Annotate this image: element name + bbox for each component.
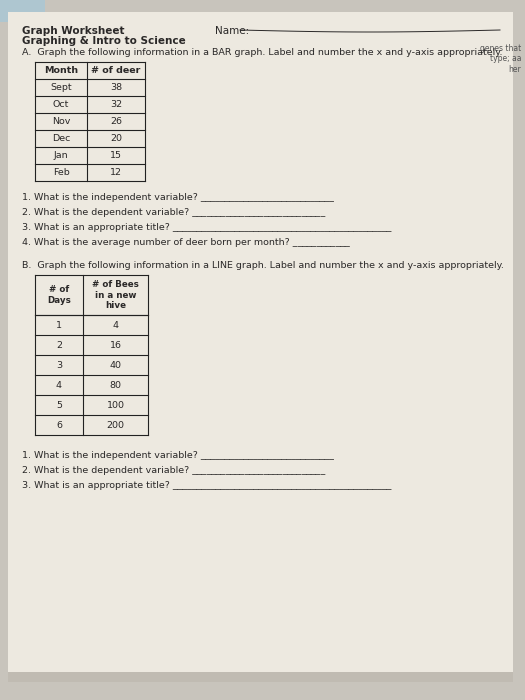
Text: 38: 38 (110, 83, 122, 92)
Text: 15: 15 (110, 151, 122, 160)
Text: 2. What is the dependent variable? ____________________________: 2. What is the dependent variable? _____… (22, 466, 326, 475)
Text: Feb: Feb (52, 168, 69, 177)
Text: 16: 16 (110, 340, 121, 349)
Text: 6: 6 (56, 421, 62, 430)
Text: 4: 4 (56, 381, 62, 389)
Text: Jan: Jan (54, 151, 68, 160)
Text: 100: 100 (107, 400, 124, 410)
Text: 4: 4 (112, 321, 119, 330)
Text: 3. What is an appropriate title? ______________________________________________: 3. What is an appropriate title? _______… (22, 481, 391, 490)
Text: B.  Graph the following information in a LINE graph. Label and number the x and : B. Graph the following information in a … (22, 261, 504, 270)
Text: 40: 40 (110, 360, 121, 370)
Text: 12: 12 (110, 168, 122, 177)
Text: # of
Days: # of Days (47, 286, 71, 304)
Text: Graph Worksheet: Graph Worksheet (22, 26, 124, 36)
Text: 2: 2 (56, 340, 62, 349)
Text: # of Bees
in a new
hive: # of Bees in a new hive (92, 280, 139, 310)
Text: 4. What is the average number of deer born per month? ____________: 4. What is the average number of deer bo… (22, 238, 350, 247)
Text: Month: Month (44, 66, 78, 75)
Text: 1. What is the independent variable? ____________________________: 1. What is the independent variable? ___… (22, 451, 334, 460)
Text: Nov: Nov (52, 117, 70, 126)
Text: Oct: Oct (53, 100, 69, 109)
Text: 26: 26 (110, 117, 122, 126)
Bar (8, 672, 513, 682)
Text: 1: 1 (56, 321, 62, 330)
Text: Dec: Dec (52, 134, 70, 143)
Text: Graphing & Intro to Science: Graphing & Intro to Science (22, 36, 186, 46)
Text: 80: 80 (110, 381, 121, 389)
FancyBboxPatch shape (0, 0, 45, 22)
Text: 1. What is the independent variable? ____________________________: 1. What is the independent variable? ___… (22, 193, 334, 202)
Text: 2. What is the dependent variable? ____________________________: 2. What is the dependent variable? _____… (22, 208, 326, 217)
Text: 3: 3 (56, 360, 62, 370)
Text: Sept: Sept (50, 83, 72, 92)
Text: 20: 20 (110, 134, 122, 143)
Text: A.  Graph the following information in a BAR graph. Label and number the x and y: A. Graph the following information in a … (22, 48, 502, 57)
Text: # of deer: # of deer (91, 66, 141, 75)
Text: Name:: Name: (215, 26, 249, 36)
Text: genes that
type; aa
her: genes that type; aa her (480, 44, 521, 74)
Text: 5: 5 (56, 400, 62, 410)
Text: 32: 32 (110, 100, 122, 109)
Text: 200: 200 (107, 421, 124, 430)
Text: 3. What is an appropriate title? ______________________________________________: 3. What is an appropriate title? _______… (22, 223, 391, 232)
